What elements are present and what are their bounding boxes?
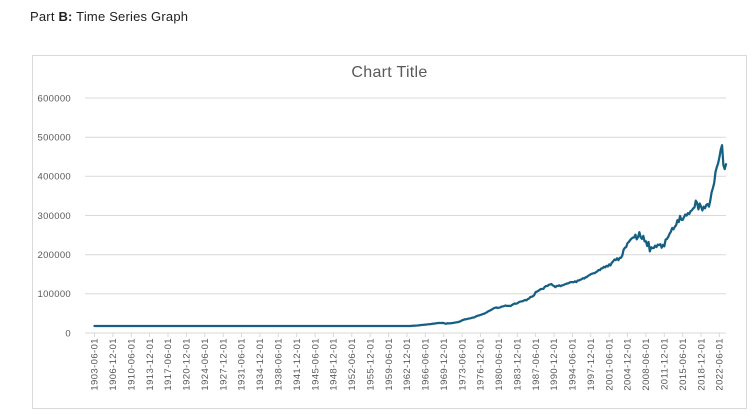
svg-text:1952-06-01: 1952-06-01 xyxy=(347,338,358,391)
svg-text:2022-06-01: 2022-06-01 xyxy=(715,338,726,391)
page-heading-title: Time Series Graph xyxy=(72,9,189,24)
svg-text:1906-12-01: 1906-12-01 xyxy=(108,338,119,391)
svg-text:1917-06-01: 1917-06-01 xyxy=(163,338,174,391)
chart-title: Chart Title xyxy=(351,64,428,81)
svg-text:300000: 300000 xyxy=(37,211,71,222)
gridlines xyxy=(85,97,726,334)
svg-text:1987-06-01: 1987-06-01 xyxy=(531,338,542,391)
svg-text:1966-06-01: 1966-06-01 xyxy=(421,338,432,391)
page-heading-part-letter: B: xyxy=(58,9,73,24)
svg-text:1910-06-01: 1910-06-01 xyxy=(127,338,138,391)
page-heading: Part B: Time Series Graph xyxy=(30,9,188,24)
svg-text:1941-12-01: 1941-12-01 xyxy=(292,338,303,391)
svg-text:1983-12-01: 1983-12-01 xyxy=(513,338,524,391)
svg-text:2018-12-01: 2018-12-01 xyxy=(696,338,707,391)
svg-text:400000: 400000 xyxy=(37,172,71,183)
series-line xyxy=(93,144,728,328)
svg-text:1931-06-01: 1931-06-01 xyxy=(237,338,248,391)
svg-text:1903-06-01: 1903-06-01 xyxy=(90,338,101,391)
svg-text:1913-12-01: 1913-12-01 xyxy=(145,338,156,391)
svg-text:1976-12-01: 1976-12-01 xyxy=(476,338,487,391)
svg-text:1924-06-01: 1924-06-01 xyxy=(200,338,211,391)
svg-text:2001-06-01: 2001-06-01 xyxy=(604,338,615,391)
svg-text:200000: 200000 xyxy=(37,250,71,261)
x-axis xyxy=(94,333,720,337)
svg-text:1980-06-01: 1980-06-01 xyxy=(494,338,505,391)
svg-text:600000: 600000 xyxy=(37,93,71,104)
svg-text:2011-12-01: 2011-12-01 xyxy=(660,338,671,390)
svg-text:1990-12-01: 1990-12-01 xyxy=(549,338,560,391)
page-heading-prefix: Part xyxy=(30,9,59,24)
svg-text:1962-12-01: 1962-12-01 xyxy=(402,338,413,391)
svg-text:100000: 100000 xyxy=(37,289,71,300)
svg-text:1959-06-01: 1959-06-01 xyxy=(384,338,395,391)
x-axis-labels: 1903-06-01 1906-12-01 1910-06-01 1913-12-01… xyxy=(90,338,726,391)
svg-text:1934-12-01: 1934-12-01 xyxy=(255,338,266,391)
svg-text:500000: 500000 xyxy=(37,133,71,144)
svg-text:0: 0 xyxy=(65,328,71,339)
svg-text:1997-12-01: 1997-12-01 xyxy=(586,338,597,391)
svg-text:1994-06-01: 1994-06-01 xyxy=(568,338,579,391)
svg-text:1948-12-01: 1948-12-01 xyxy=(329,338,340,391)
svg-text:2015-06-01: 2015-06-01 xyxy=(678,338,689,391)
svg-text:1920-12-01: 1920-12-01 xyxy=(182,338,193,391)
svg-text:1969-12-01: 1969-12-01 xyxy=(439,338,450,391)
svg-text:1955-12-01: 1955-12-01 xyxy=(365,338,376,391)
svg-text:1945-06-01: 1945-06-01 xyxy=(310,338,321,391)
time-series-chart[interactable]: Chart Title 0 100000 200000 300000 400000 500… xyxy=(32,55,747,409)
y-axis-labels: 0 100000 200000 300000 400000 500000 600000 xyxy=(37,93,71,339)
chart-plot-area: 0 100000 200000 300000 400000 500000 600000 190… xyxy=(33,56,746,413)
svg-text:1938-06-01: 1938-06-01 xyxy=(274,338,285,391)
svg-text:2008-06-01: 2008-06-01 xyxy=(641,338,652,391)
svg-text:2004-12-01: 2004-12-01 xyxy=(623,338,634,391)
svg-text:1973-06-01: 1973-06-01 xyxy=(457,338,468,391)
svg-text:1927-12-01: 1927-12-01 xyxy=(218,338,229,391)
